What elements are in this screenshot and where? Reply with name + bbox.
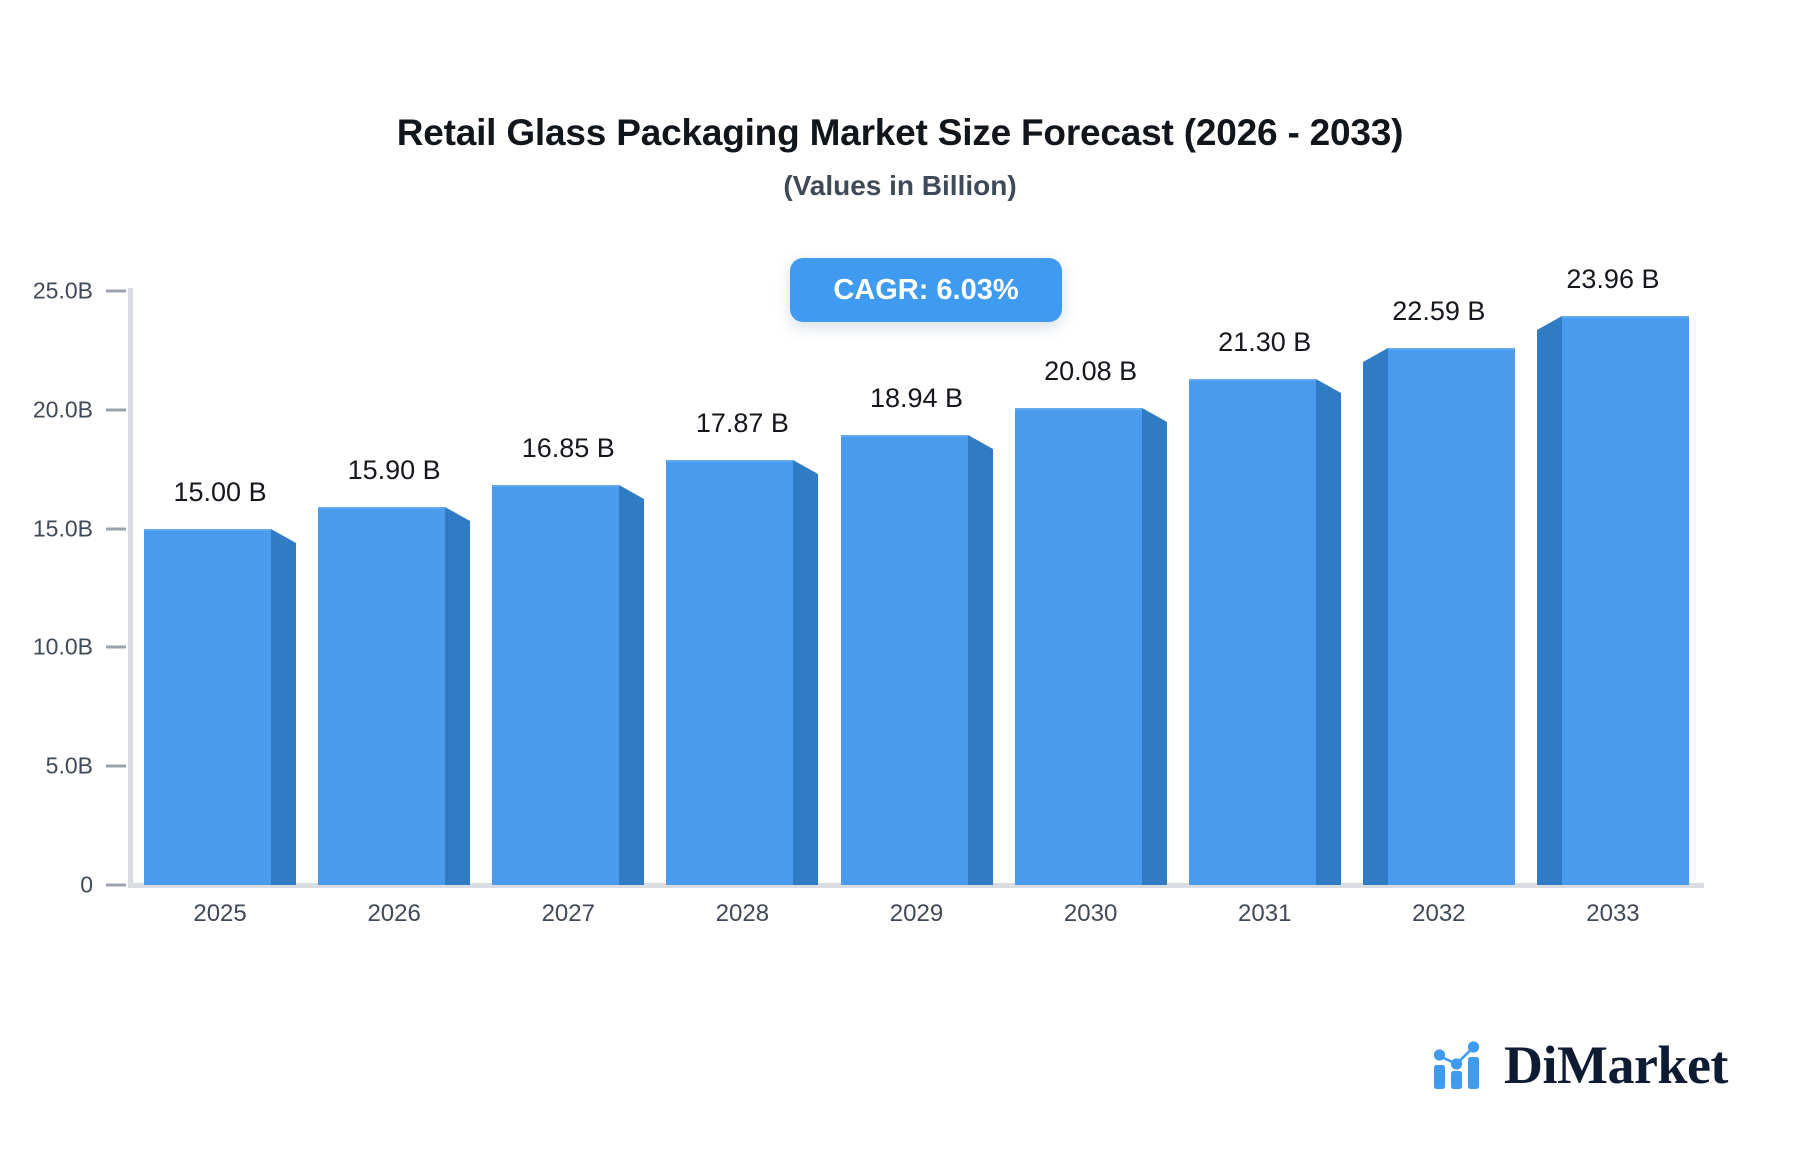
bar (840, 434, 993, 885)
bar (1188, 378, 1341, 885)
bar-side-face (793, 474, 819, 885)
bar-chart-icon (1433, 1041, 1480, 1089)
bar-value-label: 20.08 B (1044, 355, 1138, 386)
x-axis-tick-label: 2028 (715, 900, 770, 927)
bar-top-bevel (271, 528, 297, 543)
x-axis-tick-label: 2030 (1063, 900, 1118, 927)
y-axis-tick-label: 20.0B (32, 396, 93, 423)
brand-logo: DiMarket (1432, 1038, 1728, 1092)
cagr-badge-label: CAGR: 6.03% (833, 273, 1019, 306)
bar-side-face (1141, 421, 1167, 885)
bar-face (318, 507, 446, 885)
y-axis-tick-label: 25.0B (32, 277, 93, 304)
bar-top-bevel (1141, 407, 1167, 422)
x-axis-tick-label: 2029 (889, 900, 944, 927)
bar-side-face (1362, 362, 1388, 885)
logo-wordmark: DiMarket (1504, 1035, 1728, 1095)
bar-value-label: 15.00 B (173, 476, 267, 507)
bar (144, 528, 297, 885)
bar-value-label: 22.59 B (1392, 296, 1486, 327)
bar-top-bevel (619, 484, 645, 499)
bar-face (666, 460, 794, 885)
y-axis-tick: 5.0B (46, 753, 126, 780)
bar-face (840, 434, 968, 885)
x-axis-tick-label: 2032 (1412, 900, 1466, 927)
cagr-badge: CAGR: 6.03% (790, 258, 1062, 322)
bar-face (144, 528, 272, 885)
bar-side-face (967, 448, 993, 885)
y-axis: 25.0B 20.0B 15.0B 10.0B 5.0B 0 (0, 0, 126, 1156)
bar-top-bevel (445, 507, 471, 522)
chart-subtitle: (Values in Billion) (783, 170, 1017, 201)
bar (318, 507, 471, 885)
page-title: Retail Glass Packaging Market Size Forec… (396, 112, 1404, 153)
y-axis-tick-mark (106, 645, 126, 649)
y-axis-tick: 0 (80, 872, 126, 899)
x-axis-tick-label: 2025 (193, 900, 247, 927)
bar-face (1387, 348, 1515, 885)
bar (492, 484, 645, 885)
y-axis-tick: 15.0B (33, 515, 126, 542)
bar-value-label: 23.96 B (1566, 263, 1660, 294)
y-axis-tick-label: 0 (80, 871, 93, 898)
bar-top-bevel (1315, 378, 1341, 393)
bar-side-face (271, 542, 297, 885)
y-axis-tick-mark (106, 408, 126, 412)
bar (1536, 315, 1689, 885)
y-axis-tick-mark (106, 764, 126, 768)
bar-value-label: 18.94 B (869, 382, 964, 413)
y-axis-tick-label: 15.0B (32, 515, 93, 542)
bar-value-label: 17.87 B (695, 408, 789, 439)
bar-top-bevel (967, 434, 993, 449)
bar-side-face (1536, 329, 1562, 885)
y-axis-tick-mark (106, 883, 126, 887)
y-axis-tick: 25.0B (33, 278, 126, 305)
bar (1362, 348, 1515, 885)
bar-face (1188, 378, 1316, 885)
y-axis-tick-label: 5.0B (45, 752, 93, 779)
x-axis-line (128, 883, 1704, 888)
y-axis-tick-mark (106, 527, 126, 531)
bar-top-bevel (1362, 348, 1388, 363)
x-axis-tick-label: 2026 (367, 900, 421, 927)
bar-side-face (619, 498, 645, 885)
bar-value-label: 21.30 B (1218, 326, 1312, 357)
bar-value-label: 15.90 B (347, 455, 441, 486)
y-axis-tick: 20.0B (33, 396, 126, 423)
bar-value-label: 16.85 B (521, 432, 615, 463)
y-axis-tick-mark (106, 289, 126, 293)
x-axis-tick-label: 2027 (541, 900, 595, 927)
bar (1014, 407, 1167, 885)
bar-face (492, 484, 620, 885)
bar-top-bevel (793, 460, 819, 475)
bar-face (1561, 315, 1689, 885)
y-axis-tick: 10.0B (33, 634, 126, 661)
y-axis-tick-label: 10.0B (32, 633, 93, 660)
bar-top-bevel (1536, 315, 1562, 330)
y-axis-line (128, 288, 133, 885)
bar-side-face (1315, 392, 1341, 885)
bar-face (1014, 407, 1142, 885)
x-axis-tick-label: 2033 (1586, 900, 1640, 927)
bar (666, 460, 819, 885)
bar-side-face (445, 521, 471, 885)
x-axis-tick-label: 2031 (1238, 900, 1292, 927)
